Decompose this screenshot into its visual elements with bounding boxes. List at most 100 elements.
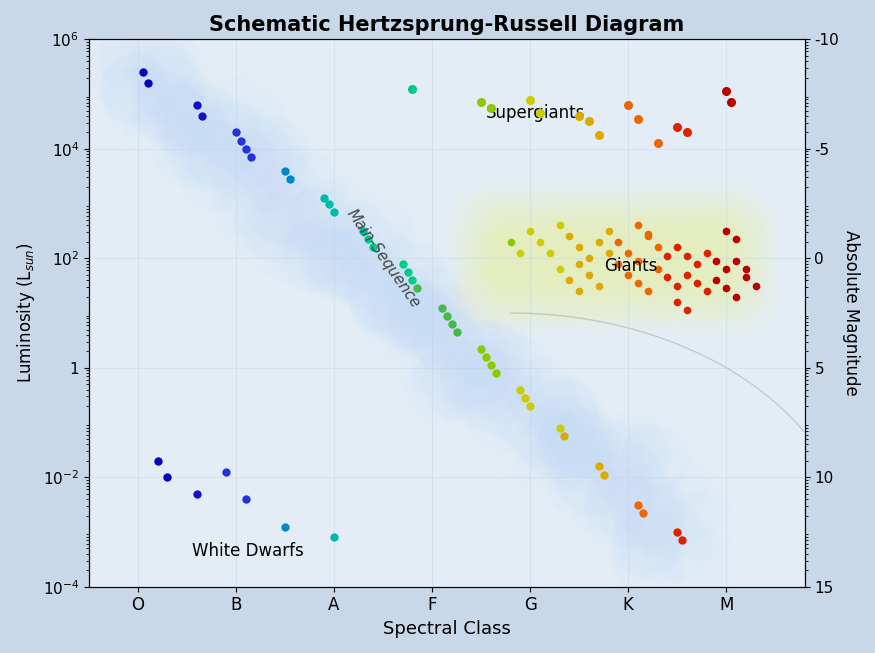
Point bbox=[599, 281, 613, 291]
Point bbox=[182, 107, 196, 118]
Point bbox=[683, 265, 697, 276]
Point bbox=[738, 289, 752, 299]
Point bbox=[724, 241, 738, 251]
Point bbox=[711, 225, 725, 236]
Point bbox=[418, 310, 432, 320]
Point bbox=[637, 550, 651, 560]
Point bbox=[599, 233, 613, 244]
Point bbox=[599, 241, 613, 251]
Point bbox=[180, 108, 194, 118]
Point bbox=[247, 146, 261, 156]
Point bbox=[264, 172, 278, 183]
Point bbox=[127, 86, 141, 97]
Point bbox=[339, 255, 353, 266]
Point bbox=[627, 217, 641, 228]
Point bbox=[683, 217, 697, 228]
Point bbox=[184, 114, 198, 125]
Point bbox=[571, 241, 585, 251]
Point bbox=[232, 197, 246, 208]
Point bbox=[724, 209, 738, 219]
Point bbox=[613, 481, 627, 491]
Point bbox=[131, 95, 145, 106]
Point bbox=[502, 297, 516, 308]
Point bbox=[530, 241, 544, 251]
Point bbox=[474, 217, 488, 228]
Point bbox=[197, 114, 211, 124]
Point bbox=[164, 108, 178, 119]
Point bbox=[711, 297, 725, 308]
Point bbox=[626, 510, 640, 520]
Point bbox=[177, 142, 191, 152]
Point bbox=[683, 257, 697, 268]
Point bbox=[516, 233, 530, 244]
Point bbox=[466, 368, 480, 379]
Point bbox=[235, 161, 249, 171]
Point bbox=[564, 420, 578, 430]
Point bbox=[541, 435, 555, 445]
Point bbox=[423, 294, 437, 304]
Point bbox=[697, 265, 711, 276]
Point bbox=[543, 233, 557, 244]
Point bbox=[264, 234, 278, 245]
Point bbox=[516, 249, 530, 259]
Point bbox=[213, 148, 227, 159]
Point bbox=[543, 249, 557, 259]
Point bbox=[299, 252, 313, 263]
Point bbox=[541, 469, 555, 479]
Point bbox=[495, 414, 509, 424]
Point bbox=[270, 223, 284, 233]
Point bbox=[711, 257, 725, 268]
Point bbox=[724, 265, 738, 276]
Point bbox=[585, 273, 599, 283]
Text: Giants: Giants bbox=[604, 257, 657, 276]
Point bbox=[655, 209, 669, 219]
Point bbox=[578, 488, 592, 499]
Point bbox=[248, 118, 262, 129]
Point bbox=[669, 233, 683, 244]
Point bbox=[418, 333, 432, 343]
Point bbox=[599, 265, 613, 276]
Point bbox=[571, 225, 585, 236]
Point bbox=[724, 217, 738, 228]
Point bbox=[570, 451, 584, 461]
Point bbox=[557, 249, 571, 259]
Point bbox=[711, 217, 725, 228]
Point bbox=[474, 265, 488, 276]
Point bbox=[557, 297, 571, 308]
Point bbox=[500, 358, 514, 368]
Y-axis label: Absolute Magnitude: Absolute Magnitude bbox=[842, 230, 860, 396]
Point bbox=[514, 405, 528, 415]
Point bbox=[284, 217, 298, 228]
Point bbox=[572, 426, 586, 436]
Point bbox=[488, 233, 502, 244]
Point bbox=[537, 400, 551, 410]
Point bbox=[641, 297, 655, 308]
Point bbox=[560, 424, 574, 434]
Point bbox=[472, 407, 486, 417]
Point bbox=[638, 539, 652, 550]
Point bbox=[669, 225, 683, 236]
Point bbox=[441, 285, 455, 296]
Point bbox=[474, 241, 488, 251]
Point bbox=[516, 257, 530, 268]
Point bbox=[653, 515, 667, 525]
Point bbox=[669, 249, 683, 259]
Point bbox=[502, 265, 516, 276]
Point bbox=[502, 249, 516, 259]
Point bbox=[488, 249, 502, 259]
Point bbox=[414, 315, 428, 325]
Point bbox=[613, 225, 627, 236]
Point bbox=[421, 321, 435, 332]
Point bbox=[683, 209, 697, 219]
Point bbox=[98, 48, 112, 59]
Point bbox=[557, 405, 571, 415]
Point bbox=[641, 249, 655, 259]
Point bbox=[697, 257, 711, 268]
Point bbox=[516, 217, 530, 228]
Point bbox=[514, 347, 528, 358]
Point bbox=[543, 257, 557, 268]
Point bbox=[555, 407, 569, 418]
Point bbox=[267, 168, 281, 178]
Point bbox=[263, 160, 277, 170]
Point bbox=[209, 172, 223, 183]
